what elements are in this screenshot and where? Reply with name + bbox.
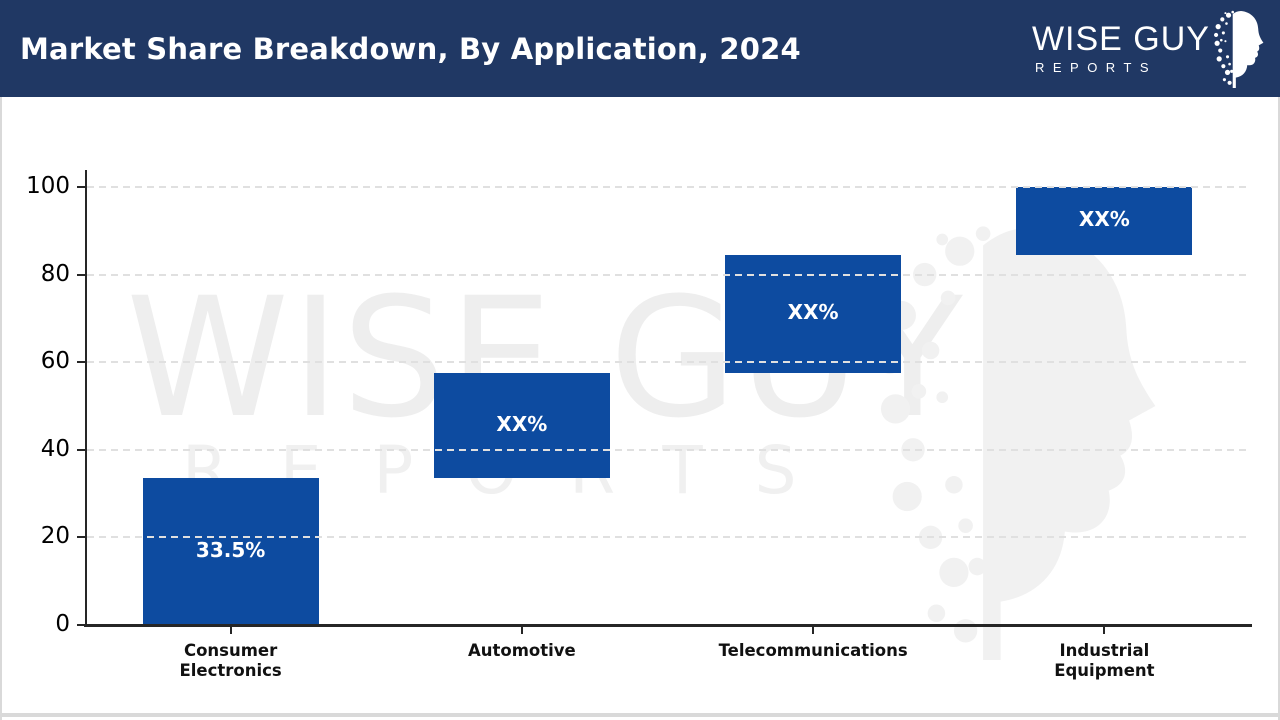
y-axis-line [85, 170, 87, 627]
x-tick-mark [229, 627, 232, 634]
x-axis-line [84, 624, 1252, 627]
y-tick-label: 40 [40, 435, 70, 462]
category-label-line: Consumer [183, 641, 278, 660]
gridline [87, 186, 1250, 188]
x-tick-mark [520, 627, 523, 634]
bar-value-label: XX% [1078, 206, 1130, 231]
category-label-consumer-electronics: Consumer Electronics [81, 641, 381, 681]
chart-title: Market Share Breakdown, By Application, … [20, 31, 801, 66]
bar-consumer-electronics [142, 478, 319, 625]
y-tick-label: 60 [40, 348, 70, 375]
logo-name: WISE GUY [1031, 20, 1210, 58]
bar-value-label: XX% [496, 411, 548, 436]
y-tick-mark [77, 624, 85, 626]
category-label-line: Electronics [179, 661, 282, 680]
y-tick-label: 20 [40, 523, 70, 550]
y-tick-label: 80 [40, 260, 70, 287]
bar-value-label: 33.5% [195, 537, 266, 562]
category-label-line: Automotive [467, 641, 576, 660]
y-tick-mark [77, 273, 85, 276]
left-border [0, 97, 2, 720]
x-tick-mark [1103, 627, 1106, 634]
gridline [87, 361, 1250, 364]
logo-subname: REPORTS [1034, 60, 1158, 75]
category-label-line: Telecommunications [718, 641, 908, 660]
gridline [87, 536, 1250, 539]
logo-face-icon [1214, 10, 1264, 88]
y-tick-mark [77, 361, 85, 364]
bottom-border-line [0, 713, 1280, 717]
y-tick-mark [77, 186, 85, 188]
bar-industrial-equipment [1016, 187, 1193, 255]
right-border [1278, 97, 1280, 720]
category-label-telecommunications: Telecommunications [663, 641, 963, 661]
gridline [87, 273, 1250, 276]
header-bar: Market Share Breakdown, By Application, … [0, 0, 1280, 97]
y-tick-mark [77, 448, 85, 451]
bar-value-label: XX% [787, 300, 839, 325]
y-tick-label: 100 [26, 173, 70, 199]
x-tick-mark [812, 627, 815, 634]
y-tick-mark [77, 536, 85, 539]
category-label-automotive: Automotive [372, 641, 672, 661]
gridline [87, 448, 1250, 451]
watermark-face-icon [878, 226, 1156, 660]
logo-text: WISE GUY REPORTS [1032, 22, 1210, 75]
category-label-line: Equipment [1054, 661, 1155, 680]
bar-automotive [433, 373, 610, 479]
wise-guy-logo: WISE GUY REPORTS [1032, 10, 1266, 88]
category-label-line: Industrial [1059, 641, 1150, 660]
y-tick-label: 0 [55, 611, 70, 637]
category-label-industrial-equipment: Industrial Equipment [954, 641, 1254, 681]
